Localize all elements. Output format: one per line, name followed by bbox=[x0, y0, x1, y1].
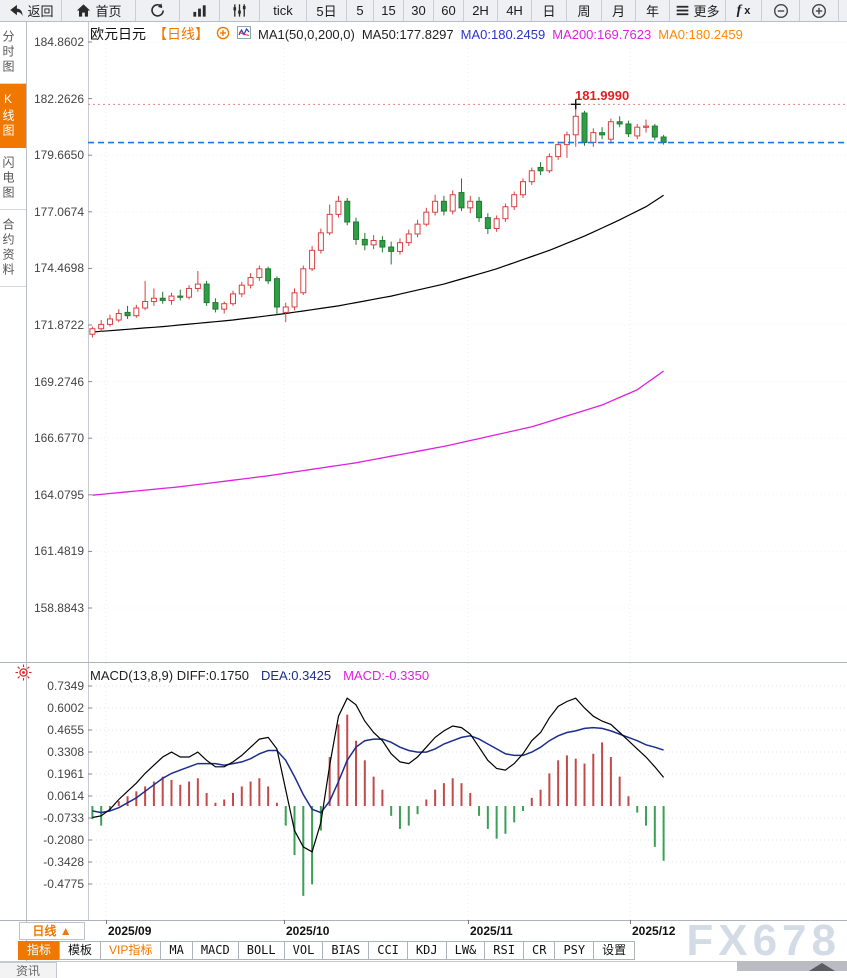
macd-axis-label: 0.7349 bbox=[47, 679, 84, 693]
toolbar-period-day-button[interactable]: 日 bbox=[532, 0, 567, 21]
macd-header: MACD(13,8,9) DIFF:0.1750 DEA:0.3425 MACD… bbox=[90, 668, 429, 683]
toolbar-period-year-button[interactable]: 年 bbox=[636, 0, 670, 21]
price-axis-label: 171.8722 bbox=[33, 318, 84, 332]
x-axis-tick bbox=[468, 920, 469, 924]
fx678-watermark: FX678 bbox=[686, 916, 841, 965]
indicator-tab-boll[interactable]: BOLL bbox=[237, 941, 285, 960]
ma0-blue-value: MA0:180.2459 bbox=[460, 26, 546, 42]
indicator-tab-vip-indicator[interactable]: VIP指标 bbox=[100, 941, 162, 960]
ma0-orange-value: MA0:180.2459 bbox=[658, 26, 743, 42]
ma200-value: MA200:169.7623 bbox=[552, 26, 652, 42]
macd-axis-label: -0.2080 bbox=[43, 833, 84, 847]
macd-axis-label: -0.0733 bbox=[43, 811, 84, 825]
period-high-label: 181.9990 bbox=[575, 88, 630, 103]
toolbar-period-tick-button[interactable]: tick bbox=[260, 0, 307, 21]
indicator-tab-rsi[interactable]: RSI bbox=[484, 941, 524, 960]
macd-axis-label: -0.4775 bbox=[43, 877, 84, 891]
price-axis-label: 161.4819 bbox=[33, 544, 84, 559]
indicator-tab-macd[interactable]: MACD bbox=[191, 941, 239, 960]
macd-axis-label: -0.3428 bbox=[43, 855, 84, 869]
toolbar-period-5d-button[interactable]: 5日 bbox=[307, 0, 347, 21]
toolbar-period-30-button[interactable]: 30 bbox=[404, 0, 434, 21]
mini-chart-icon[interactable] bbox=[237, 26, 251, 42]
toolbar-back-button[interactable]: 返回 bbox=[0, 0, 62, 21]
sidebar-tab-contract-info[interactable]: 合约资料 bbox=[0, 210, 26, 287]
toolbar-period-60-button[interactable]: 60 bbox=[434, 0, 464, 21]
toolbar-zoom-out-button[interactable] bbox=[762, 0, 800, 21]
horizontal-scrollbar[interactable] bbox=[737, 961, 847, 971]
toolbar-period-month-button[interactable]: 月 bbox=[602, 0, 636, 21]
macd-title: MACD(13,8,9) DIFF:0.1750 bbox=[90, 668, 249, 683]
price-axis-label: 164.0795 bbox=[33, 487, 84, 502]
period-selector-button[interactable]: 日线 ▲ bbox=[19, 922, 85, 940]
indicator-tab-lw[interactable]: LW& bbox=[445, 941, 486, 960]
x-axis-tick bbox=[284, 920, 285, 924]
add-indicator-icon[interactable] bbox=[216, 26, 230, 43]
macd-indicator-chart[interactable] bbox=[88, 663, 847, 920]
price-axis-label: 179.6650 bbox=[33, 148, 84, 163]
indicator-toolbar: 指标 模板 VIP指标 MA MACD BOLL VOL BIAS CCI KDJ LW& RSI CR… bbox=[18, 941, 636, 960]
indicator-tab-psy[interactable]: PSY bbox=[554, 941, 595, 960]
indicator-tab-kdj[interactable]: KDJ bbox=[406, 941, 447, 960]
top-toolbar: 返回 首页 tick 5日 5 15 30 60 2H 4H 日周月年更多 f x bbox=[0, 0, 847, 22]
price-axis-label: 169.2746 bbox=[33, 374, 84, 389]
toolbar-period-week-button[interactable]: 周 bbox=[567, 0, 602, 21]
toolbar-period-15-button[interactable]: 15 bbox=[374, 0, 404, 21]
indicator-tab-settings[interactable]: 设置 bbox=[593, 941, 636, 960]
price-axis-label: 184.8602 bbox=[33, 35, 84, 49]
ma-settings-label: MA1(50,0,200,0) bbox=[258, 26, 355, 42]
toolbar-refresh-button[interactable] bbox=[136, 0, 180, 21]
price-axis-label: 174.4698 bbox=[33, 261, 84, 276]
x-axis-date-label: 2025/12 bbox=[632, 924, 676, 938]
macd-axis-label: 0.3308 bbox=[47, 745, 84, 759]
xaxis-divider bbox=[0, 920, 847, 921]
x-axis-date-label: 2025/09 bbox=[108, 924, 152, 938]
toolbar-home-button[interactable]: 首页 bbox=[62, 0, 136, 21]
sidebar-tab-kline-chart[interactable]: K线图 bbox=[0, 84, 26, 148]
bottom-divider bbox=[0, 961, 847, 962]
period-tag: 【日线】 bbox=[153, 26, 209, 42]
macd-axis-label: 0.1961 bbox=[47, 767, 84, 781]
indicator-tab-cci[interactable]: CCI bbox=[368, 941, 408, 960]
macd-dea-value: DEA:0.3425 bbox=[260, 668, 332, 683]
indicator-tab-indicator[interactable]: 指标 bbox=[18, 941, 61, 960]
macd-axis-label: 0.0614 bbox=[47, 789, 84, 803]
toolbar-period-4h-button[interactable]: 4H bbox=[498, 0, 532, 21]
indicator-tab-template[interactable]: 模板 bbox=[59, 941, 102, 960]
price-axis-label: 158.8843 bbox=[33, 601, 84, 615]
scrollbar-arrow-icon[interactable] bbox=[809, 963, 835, 971]
x-axis-date-label: 2025/11 bbox=[470, 924, 513, 938]
price-axis-label: 182.2626 bbox=[33, 91, 84, 106]
x-axis-date-label: 2025/10 bbox=[286, 924, 330, 938]
indicator-tab-vol[interactable]: VOL bbox=[283, 941, 324, 960]
sidebar-tab-lightning-chart[interactable]: 闪电图 bbox=[0, 148, 26, 210]
symbol-name: 欧元日元 bbox=[90, 26, 146, 42]
price-axis-label: 166.6770 bbox=[33, 431, 84, 446]
toolbar-zoom-in-button[interactable] bbox=[800, 0, 839, 21]
x-axis-tick bbox=[106, 920, 107, 924]
price-axis-label: 177.0674 bbox=[33, 204, 84, 219]
indicator-tab-ma[interactable]: MA bbox=[160, 941, 193, 960]
chart-header: 欧元日元 【日线】 MA1(50,0,200,0) MA50:177.8297 … bbox=[90, 24, 743, 44]
ma50-value: MA50:177.8297 bbox=[361, 26, 454, 42]
sidebar-tab-time-chart[interactable]: 分时图 bbox=[0, 22, 26, 84]
toolbar-chart-type-bars-button[interactable] bbox=[180, 0, 220, 21]
toolbar-period-5-button[interactable]: 5 bbox=[347, 0, 374, 21]
indicator-settings-icon[interactable] bbox=[15, 664, 32, 686]
indicator-tab-cr[interactable]: CR bbox=[522, 941, 556, 960]
toolbar-chart-type-candles-button[interactable] bbox=[220, 0, 260, 21]
main-candlestick-chart[interactable] bbox=[88, 22, 847, 662]
x-axis-tick bbox=[630, 920, 631, 924]
pane-divider bbox=[0, 662, 847, 663]
left-sidebar: 分时图 K线图 闪电图 合约资料 bbox=[0, 22, 27, 978]
toolbar-more-button[interactable]: 更多 bbox=[670, 0, 726, 21]
toolbar-period-2h-button[interactable]: 2H bbox=[464, 0, 498, 21]
macd-axis-label: 0.6002 bbox=[47, 701, 84, 715]
macd-axis-label: 0.4655 bbox=[47, 723, 84, 737]
news-tab[interactable]: 资讯 bbox=[0, 962, 57, 978]
macd-hist-value: MACD:-0.3350 bbox=[343, 668, 430, 683]
indicator-tab-bias[interactable]: BIAS bbox=[322, 941, 370, 960]
